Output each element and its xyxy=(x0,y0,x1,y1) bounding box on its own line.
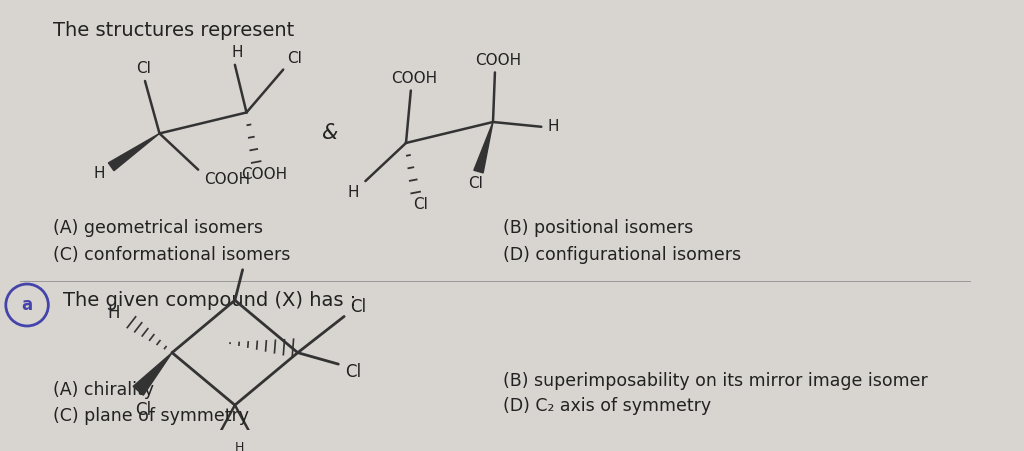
Text: H: H xyxy=(236,442,245,451)
Text: Cl: Cl xyxy=(350,298,367,316)
Polygon shape xyxy=(133,353,172,395)
Text: Cl: Cl xyxy=(468,176,483,192)
Text: (B) positional isomers: (B) positional isomers xyxy=(503,219,693,237)
Text: (B) superimposability on its mirror image isomer: (B) superimposability on its mirror imag… xyxy=(503,372,928,390)
Text: a: a xyxy=(22,296,33,314)
Text: COOH: COOH xyxy=(475,53,521,68)
Text: H: H xyxy=(94,166,105,181)
Text: Cl: Cl xyxy=(345,363,360,381)
Text: Cl: Cl xyxy=(288,51,302,66)
Text: Cl: Cl xyxy=(135,401,152,419)
Text: COOH: COOH xyxy=(391,71,437,86)
Text: COOH: COOH xyxy=(241,167,287,182)
Text: The structures represent: The structures represent xyxy=(53,21,295,40)
Text: (C) plane of symmetry: (C) plane of symmetry xyxy=(53,407,249,425)
Text: COOH: COOH xyxy=(204,172,250,187)
Text: Cl: Cl xyxy=(135,61,151,76)
Text: The given compound (X) has :: The given compound (X) has : xyxy=(62,291,356,310)
Text: (C) conformational isomers: (C) conformational isomers xyxy=(53,246,291,264)
Text: (A) chirality: (A) chirality xyxy=(53,381,155,399)
Text: &: & xyxy=(321,124,337,143)
Text: (A) geometrical isomers: (A) geometrical isomers xyxy=(53,219,263,237)
Text: H: H xyxy=(108,304,120,322)
Text: H: H xyxy=(347,185,358,200)
Polygon shape xyxy=(109,133,160,171)
Text: H: H xyxy=(547,119,559,134)
Text: H: H xyxy=(231,45,243,60)
Polygon shape xyxy=(474,122,493,173)
Text: (D) C₂ axis of symmetry: (D) C₂ axis of symmetry xyxy=(503,397,711,415)
Text: Cl: Cl xyxy=(413,198,428,212)
Text: (D) configurational isomers: (D) configurational isomers xyxy=(503,246,740,264)
